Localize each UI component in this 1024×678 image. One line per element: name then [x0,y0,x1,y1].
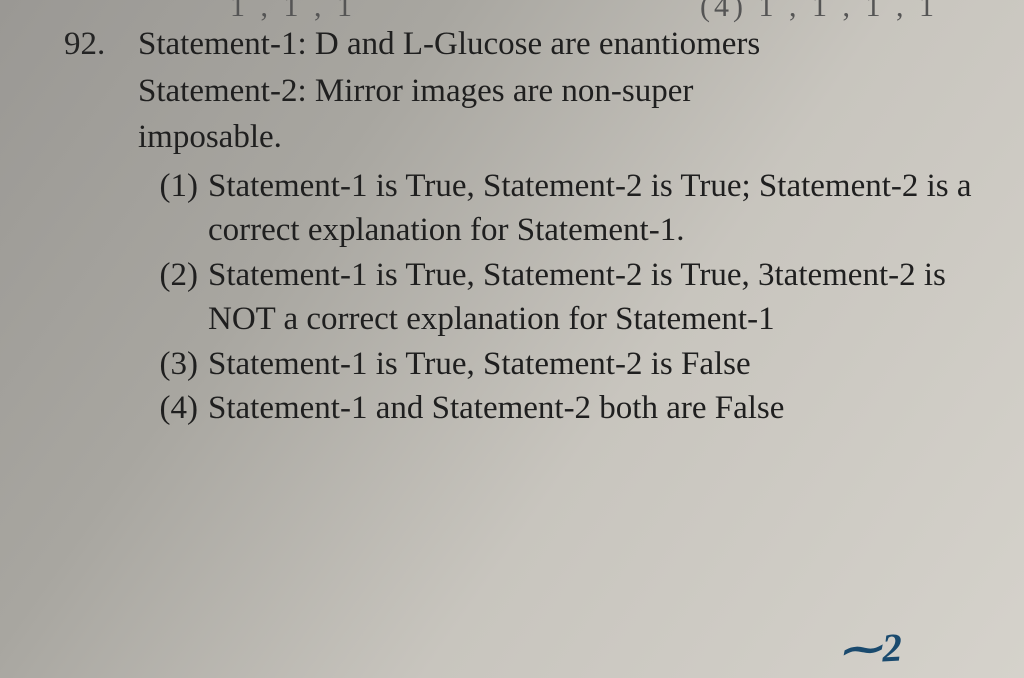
statement-2-text-1: Mirror images are non-super [315,73,693,109]
cutoff-text-left: 1 , 1 , 1 [230,0,356,24]
question-number: 92. [60,22,138,67]
option-3-text: Statement-1 is True, Statement-2 is Fals… [208,342,974,387]
option-3-label: (3) [138,342,208,387]
option-1-text: Statement-1 is True, Statement-2 is True… [208,164,974,253]
handwritten-mark: ⁓2 [839,623,905,673]
option-4: (4) Statement-1 and Statement-2 both are… [138,386,974,431]
option-1-label: (1) [138,164,208,209]
option-4-text: Statement-1 and Statement-2 both are Fal… [208,386,974,431]
cutoff-text-right: (4) 1 , 1 , 1 , 1 [700,0,938,24]
statement-2-label: Statement-2: [138,73,307,109]
option-1: (1) Statement-1 is True, Statement-2 is … [138,164,974,253]
option-4-label: (4) [138,386,208,431]
statement-1-label: Statement-1: [138,26,307,62]
option-2-text: Statement-1 is True, Statement-2 is True… [208,253,974,342]
statement-2-line1: Statement-2: Mirror images are non-super [138,69,974,114]
option-3: (3) Statement-1 is True, Statement-2 is … [138,342,974,387]
option-2: (2) Statement-1 is True, Statement-2 is … [138,253,974,342]
statement-1: Statement-1: D and L-Glucose are enantio… [138,22,974,67]
question-body: Statement-1: D and L-Glucose are enantio… [138,22,994,431]
statement-2-line2: imposable. [138,115,974,160]
question-row: 92. Statement-1: D and L-Glucose are ena… [60,22,994,431]
options-list: (1) Statement-1 is True, Statement-2 is … [138,164,974,431]
option-2-label: (2) [138,253,208,298]
statement-1-text: D and L-Glucose are enantiomers [315,26,760,62]
page: 1 , 1 , 1 (4) 1 , 1 , 1 , 1 92. Statemen… [0,0,1024,678]
